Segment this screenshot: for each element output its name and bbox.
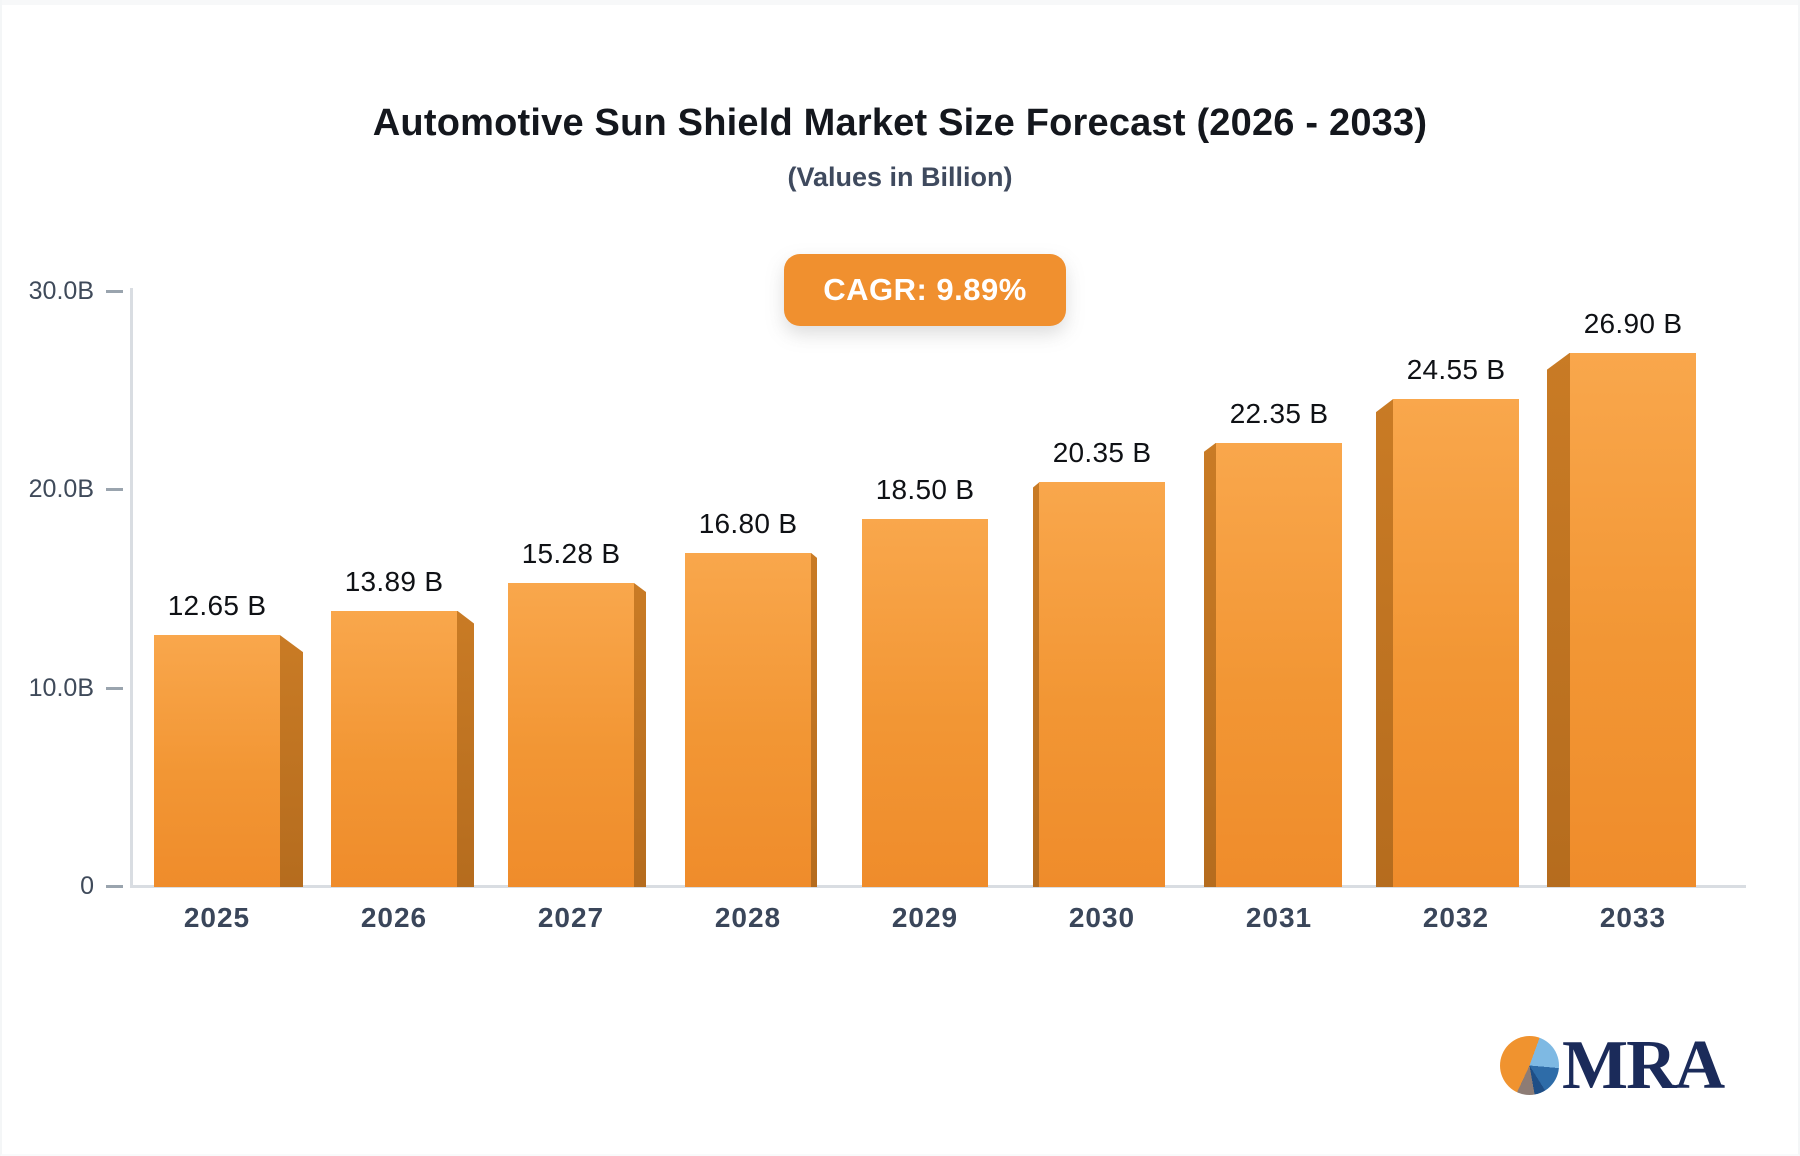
bar-value-label: 16.80 B: [698, 507, 798, 539]
bar-2031[interactable]: [1204, 442, 1342, 887]
bar-front-face: [1570, 352, 1696, 887]
x-tick-label-2026: 2026: [360, 902, 428, 933]
bar-front-face: [1039, 482, 1165, 887]
x-tick-label-2025: 2025: [183, 902, 251, 933]
x-tick-label-2029: 2029: [891, 902, 959, 933]
brand-logo: MRA: [1500, 1027, 1725, 1104]
bar-2030[interactable]: [1033, 482, 1165, 887]
bar-3d-side-face: [457, 610, 474, 887]
bar-front-face: [862, 519, 988, 887]
y-tick-label: 30.0B: [28, 277, 94, 306]
bar-3d-side-face: [1376, 399, 1393, 887]
cagr-badge: CAGR: 9.89%: [784, 254, 1066, 326]
cagr-badge-label: CAGR: 9.89%: [823, 272, 1027, 307]
bar-value-label: 15.28 B: [521, 537, 621, 569]
bar-2033[interactable]: [1547, 352, 1696, 887]
bar-value-label: 13.89 B: [344, 565, 444, 597]
chart-subtitle: (Values in Billion): [787, 162, 1013, 192]
bar-front-face: [154, 635, 280, 887]
y-tick-mark: [106, 885, 123, 888]
bar-value-label: 20.35 B: [1052, 437, 1152, 469]
bar-front-face: [685, 552, 811, 887]
bar-value-label: 26.90 B: [1583, 307, 1683, 339]
x-tick-label-2032: 2032: [1422, 902, 1490, 933]
x-tick-label-2028: 2028: [714, 902, 782, 933]
bar-value-label: 12.65 B: [167, 590, 267, 622]
bar-3d-side-face: [1547, 352, 1570, 887]
bar-2025[interactable]: [154, 635, 303, 887]
x-tick-label-2027: 2027: [537, 902, 605, 933]
pie-chart-logo-icon: [1500, 1036, 1559, 1095]
bar-2029[interactable]: [862, 519, 988, 887]
bar-value-label: 24.55 B: [1406, 354, 1506, 386]
bar-front-face: [331, 610, 457, 887]
bar-value-label: 18.50 B: [875, 474, 975, 506]
bar-3d-side-face: [634, 582, 646, 887]
bar-3d-side-face: [1033, 482, 1039, 887]
y-tick-label: 10.0B: [28, 673, 94, 702]
bar-value-label: 22.35 B: [1229, 397, 1329, 429]
bar-3d-side-face: [280, 635, 303, 887]
y-tick-label: 0: [80, 872, 94, 900]
chart-title: Automotive Sun Shield Market Size Foreca…: [372, 102, 1428, 144]
y-axis-line: [130, 288, 133, 888]
bar-3d-side-face: [811, 552, 817, 887]
bar-3d-side-face: [1204, 442, 1216, 887]
bar-2027[interactable]: [508, 582, 646, 887]
y-tick-label: 20.0B: [28, 475, 94, 504]
x-tick-label-2033: 2033: [1599, 902, 1667, 933]
x-tick-label-2031: 2031: [1245, 902, 1313, 933]
bar-front-face: [508, 582, 634, 887]
bar-2026[interactable]: [331, 610, 474, 887]
y-tick-mark: [106, 488, 123, 492]
bar-front-face: [1393, 399, 1519, 887]
page-top-border: [2, 0, 1798, 5]
x-tick-label-2030: 2030: [1068, 902, 1136, 933]
bar-2028[interactable]: [685, 552, 817, 887]
bar-front-face: [1216, 442, 1342, 887]
y-tick-mark: [106, 686, 123, 690]
brand-logo-text: MRA: [1562, 1027, 1725, 1104]
bar-2032[interactable]: [1376, 399, 1519, 887]
y-tick-mark: [106, 290, 123, 294]
